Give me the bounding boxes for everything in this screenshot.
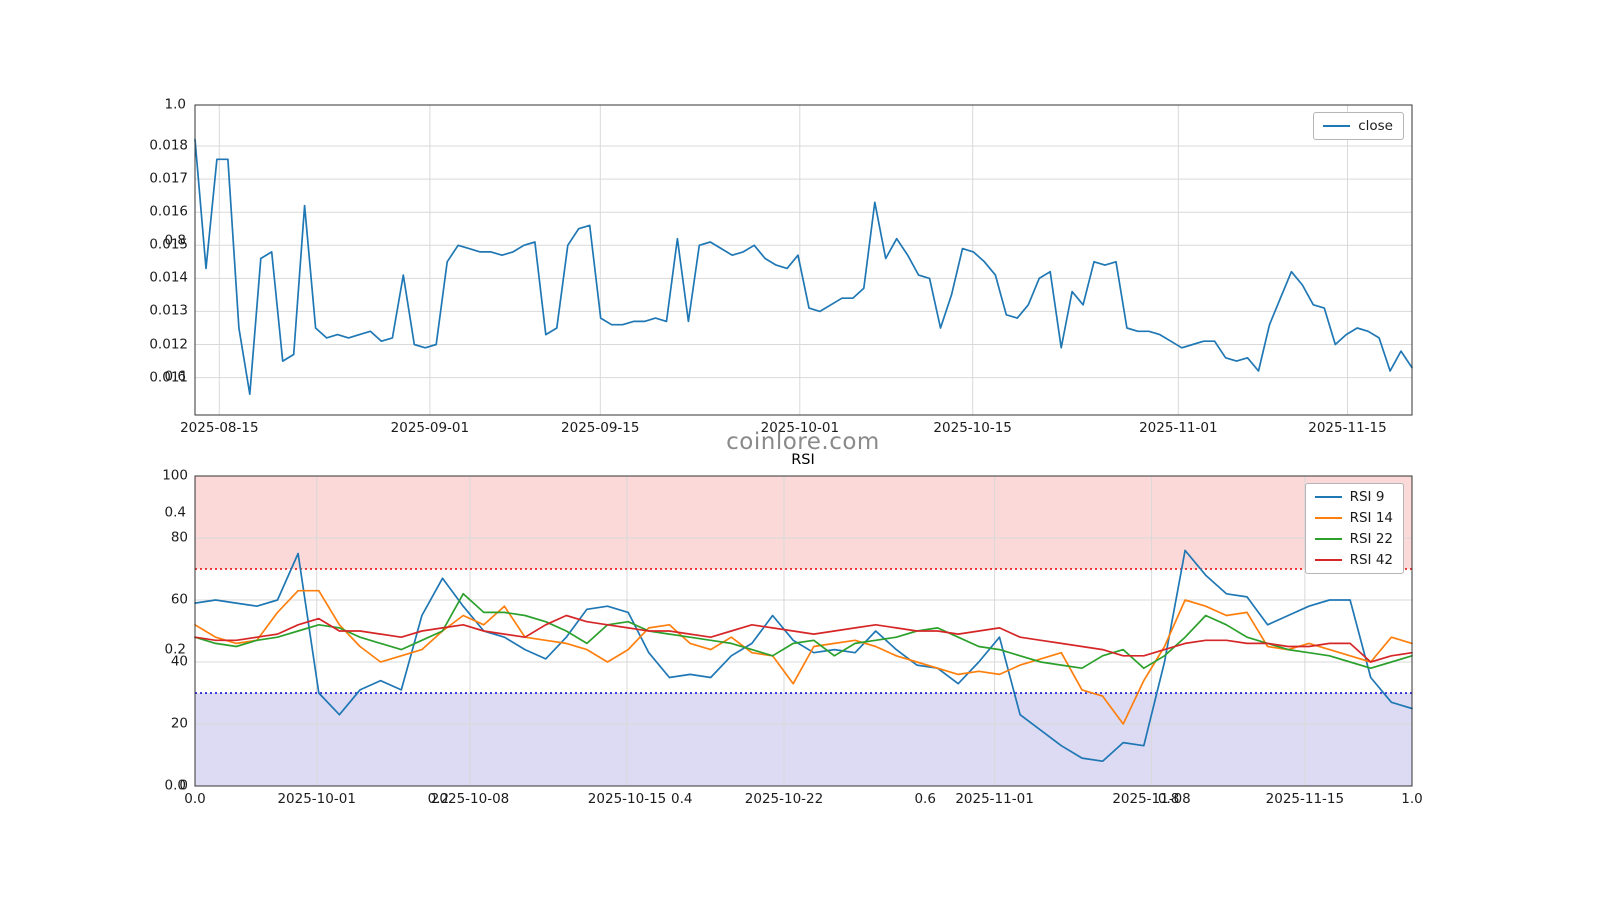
x-tick-label: 2025-09-01 — [390, 420, 470, 436]
legend-color-line-icon — [1314, 559, 1342, 561]
y-tick-label: 100 — [162, 467, 188, 484]
watermark-text: coinlore.com — [726, 429, 880, 455]
x-tick-label: 2025-10-22 — [744, 791, 824, 807]
overlay-x-tick-label: 0.2 — [427, 791, 450, 807]
x-tick-label: 2025-10-08 — [430, 791, 510, 807]
overlay-y-tick-label: 0.6 — [164, 368, 186, 385]
series-rsi-22 — [194, 592, 1413, 670]
overlay-x-tick-label: 1.0 — [1401, 791, 1423, 807]
series-rsi-14 — [194, 589, 1413, 725]
overlay-y-tick-label: 0.0 — [164, 777, 186, 794]
x-tick-label: 2025-11-01 — [1139, 420, 1218, 436]
overlay-x-tick-label: 0.4 — [671, 791, 693, 807]
overbought-zone — [195, 476, 1412, 569]
legend-item: RSI 9 — [1314, 489, 1393, 505]
plot-border — [194, 104, 1413, 416]
y-tick-label: 0.011 — [149, 368, 188, 385]
y-tick-label: 80 — [170, 529, 188, 546]
y-tick-label: 20 — [170, 715, 188, 732]
overlay-x-tick-label: 0.8 — [1157, 791, 1180, 807]
close-legend: close — [1313, 112, 1404, 140]
legend-label: RSI 22 — [1349, 531, 1393, 547]
x-tick-label: 2025-11-15 — [1265, 791, 1345, 807]
x-tick-label: 2025-08-15 — [180, 420, 259, 436]
y-tick-label: 0 — [179, 777, 188, 794]
y-tick-label: 0.015 — [149, 236, 188, 253]
series-rsi-42 — [194, 614, 1413, 663]
legend-color-line-icon — [1314, 517, 1342, 519]
y-tick-label: 0.016 — [149, 203, 188, 220]
legend-item: RSI 14 — [1314, 510, 1393, 526]
overlay-y-tick-label: 0.4 — [164, 504, 186, 521]
plot-border — [194, 475, 1413, 787]
x-tick-label: 2025-11-08 — [1112, 791, 1191, 807]
x-tick-label: 2025-10-01 — [760, 420, 840, 436]
y-tick-label: 0.017 — [149, 170, 188, 187]
y-tick-label: 40 — [170, 653, 188, 670]
series-close — [194, 138, 1413, 396]
legend-label: RSI 42 — [1349, 552, 1393, 568]
oversold-zone — [195, 693, 1412, 786]
y-tick-label: 60 — [170, 591, 188, 608]
legend-color-line-icon — [1323, 125, 1351, 127]
legend-color-line-icon — [1314, 496, 1342, 498]
x-tick-label: 2025-10-15 — [587, 791, 667, 807]
y-tick-label: 0.014 — [149, 269, 188, 286]
y-tick-label: 0.013 — [149, 302, 188, 319]
overlay-y-tick-label: 0.2 — [164, 641, 186, 658]
overlay-y-tick-label: 0.8 — [164, 232, 186, 249]
legend-label: close — [1358, 118, 1393, 134]
x-tick-label: 2025-10-01 — [277, 791, 356, 807]
x-tick-label: 2025-09-15 — [561, 420, 640, 436]
legend-item: RSI 42 — [1314, 552, 1393, 568]
legend-item: close — [1323, 118, 1393, 134]
x-tick-label: 2025-11-01 — [955, 791, 1034, 807]
y-tick-label: 0.012 — [149, 335, 188, 352]
legend-color-line-icon — [1314, 538, 1342, 540]
rsi-chart-title: RSI — [791, 452, 815, 468]
overlay-y-tick-label: 1.0 — [164, 96, 186, 113]
legend-item: RSI 22 — [1314, 531, 1393, 547]
x-tick-label: 2025-11-15 — [1308, 420, 1387, 436]
x-tick-label: 2025-10-15 — [933, 420, 1012, 436]
series-rsi-9 — [194, 549, 1413, 763]
y-tick-label: 0.018 — [149, 137, 188, 154]
legend-label: RSI 9 — [1349, 489, 1385, 505]
legend-label: RSI 14 — [1349, 510, 1393, 526]
overlay-x-tick-label: 0.0 — [184, 791, 206, 807]
overlay-x-tick-label: 0.6 — [914, 791, 936, 807]
rsi-legend: RSI 9 RSI 14 RSI 22 RSI 42 — [1304, 483, 1404, 574]
